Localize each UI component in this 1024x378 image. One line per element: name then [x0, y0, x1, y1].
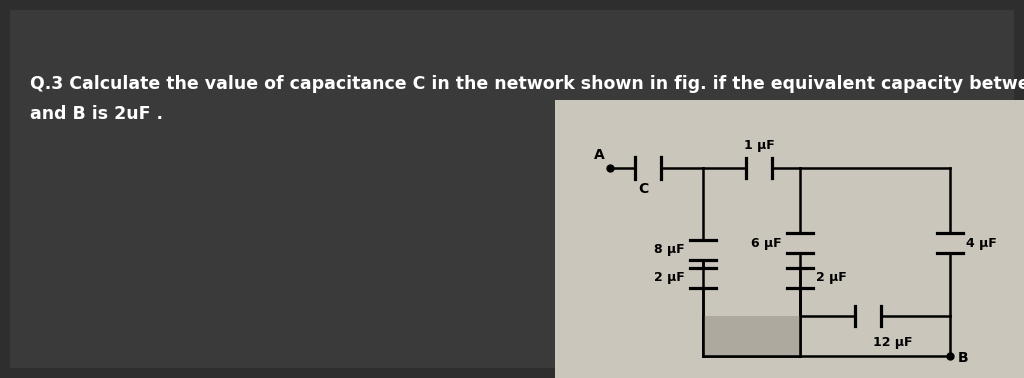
Text: 8 μF: 8 μF: [654, 243, 685, 257]
Text: 6 μF: 6 μF: [752, 237, 782, 249]
Text: 2 μF: 2 μF: [654, 271, 685, 285]
Text: C: C: [638, 182, 648, 196]
Text: 4 μF: 4 μF: [966, 237, 996, 249]
Text: 12 μF: 12 μF: [873, 336, 912, 349]
Text: B: B: [958, 351, 969, 365]
Bar: [555, 100, 1024, 378]
Text: 2 μF: 2 μF: [816, 271, 847, 285]
Text: and B is 2uF .: and B is 2uF .: [30, 105, 163, 123]
Text: A: A: [594, 148, 605, 162]
Text: Q.3 Calculate the value of capacitance C in the network shown in fig. if the equ: Q.3 Calculate the value of capacitance C…: [30, 75, 1024, 93]
Bar: [703, 316, 800, 356]
Text: 1 μF: 1 μF: [743, 139, 774, 152]
